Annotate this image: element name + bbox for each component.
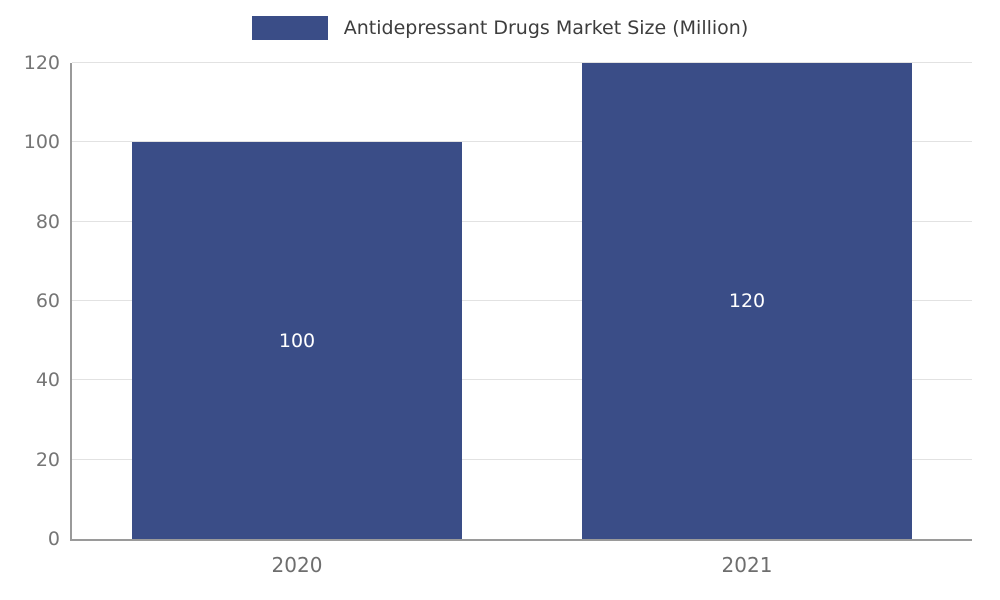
y-tick-label: 0 [47, 528, 60, 550]
legend-swatch [251, 16, 328, 40]
y-tick-label: 60 [35, 290, 60, 312]
y-tick-label: 100 [23, 131, 60, 154]
gridline [72, 141, 972, 143]
gridline [72, 220, 972, 222]
legend[interactable]: Antidepressant Drugs Market Size (Millio… [0, 16, 1000, 40]
gridline [72, 62, 972, 63]
y-tick-label: 20 [35, 448, 60, 471]
bar-value-label: 120 [728, 290, 766, 312]
bar-2021[interactable]: 120 [582, 63, 912, 539]
y-tick-label: 40 [35, 369, 60, 392]
x-tick-label: 2020 [271, 553, 323, 577]
gridline [72, 458, 972, 460]
bar-2020[interactable]: 100 [132, 142, 462, 539]
bar-value-label: 100 [278, 329, 316, 352]
plot-area: 0 20 40 60 80 100 120 100 2020 120 2021 [24, 52, 972, 577]
x-tick-label: 2021 [721, 553, 773, 577]
gridline [72, 300, 972, 301]
gridline [72, 379, 972, 381]
y-tick-label: 120 [23, 52, 60, 74]
y-tick-label: 80 [35, 210, 60, 233]
legend-label: Antidepressant Drugs Market Size (Millio… [343, 17, 749, 39]
